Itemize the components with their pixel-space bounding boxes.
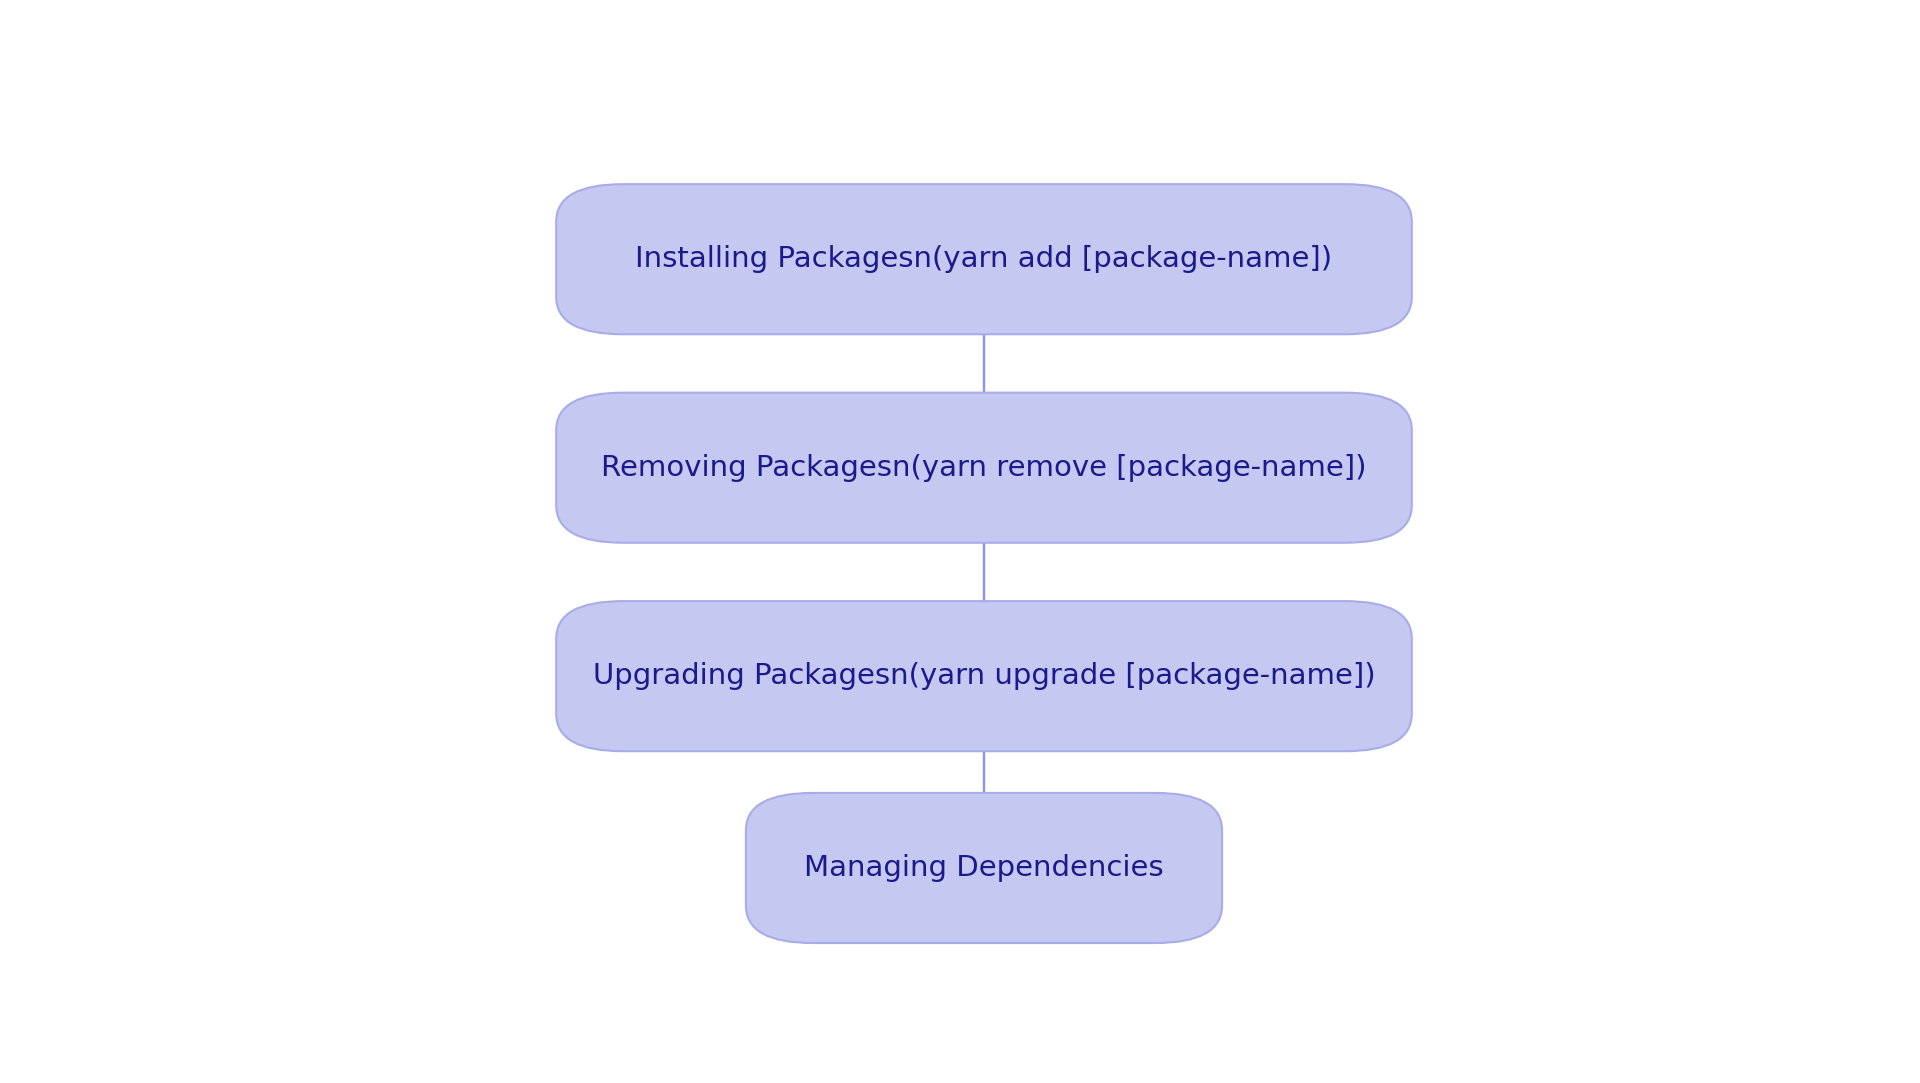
Text: Removing Packagesn(yarn remove [package-name]): Removing Packagesn(yarn remove [package-… (601, 454, 1367, 482)
Text: Upgrading Packagesn(yarn upgrade [package-name]): Upgrading Packagesn(yarn upgrade [packag… (593, 662, 1375, 690)
FancyBboxPatch shape (745, 793, 1221, 943)
FancyBboxPatch shape (557, 601, 1411, 752)
Text: Installing Packagesn(yarn add [package-name]): Installing Packagesn(yarn add [package-n… (636, 245, 1332, 273)
FancyBboxPatch shape (557, 393, 1411, 543)
Text: Managing Dependencies: Managing Dependencies (804, 854, 1164, 882)
FancyBboxPatch shape (557, 184, 1411, 335)
